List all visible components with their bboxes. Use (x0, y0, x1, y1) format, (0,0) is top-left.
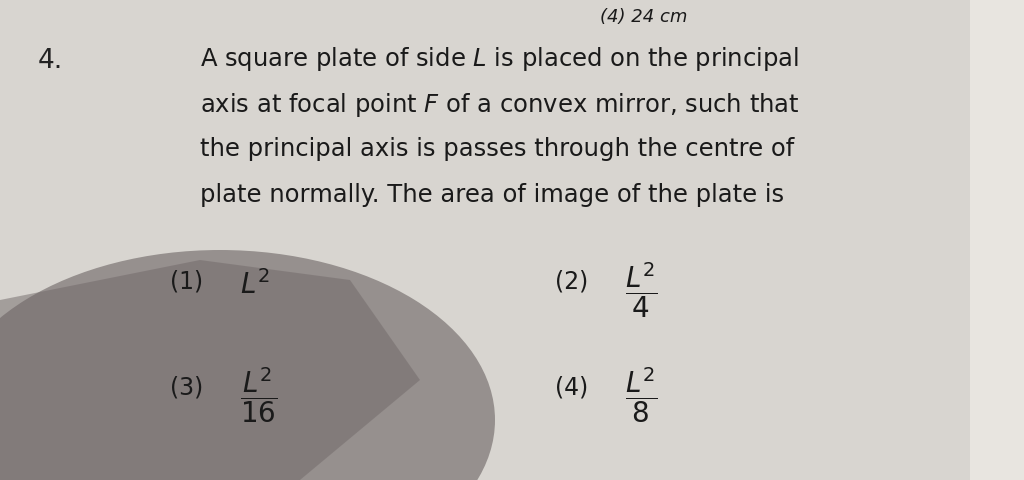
Text: $\dfrac{L^2}{8}$: $\dfrac{L^2}{8}$ (625, 365, 657, 425)
Text: A square plate of side $L$ is placed on the principal: A square plate of side $L$ is placed on … (200, 45, 799, 73)
Text: (4) 24 cm: (4) 24 cm (600, 8, 687, 26)
Polygon shape (0, 260, 420, 480)
Bar (970, 0, 1024, 480)
Text: $\dfrac{L^2}{4}$: $\dfrac{L^2}{4}$ (625, 260, 657, 320)
Text: (4): (4) (555, 375, 588, 399)
Text: plate normally. The area of image of the plate is: plate normally. The area of image of the… (200, 183, 784, 207)
Text: axis at focal point $F$ of a convex mirror, such that: axis at focal point $F$ of a convex mirr… (200, 91, 800, 119)
Ellipse shape (0, 250, 495, 480)
Text: (3): (3) (170, 375, 203, 399)
Text: $\dfrac{L^2}{16}$: $\dfrac{L^2}{16}$ (240, 365, 278, 425)
Text: $L^2$: $L^2$ (240, 270, 270, 300)
Text: the principal axis is passes through the centre of: the principal axis is passes through the… (200, 137, 795, 161)
Text: (2): (2) (555, 270, 588, 294)
Text: 4.: 4. (38, 48, 63, 74)
Text: (1): (1) (170, 270, 203, 294)
